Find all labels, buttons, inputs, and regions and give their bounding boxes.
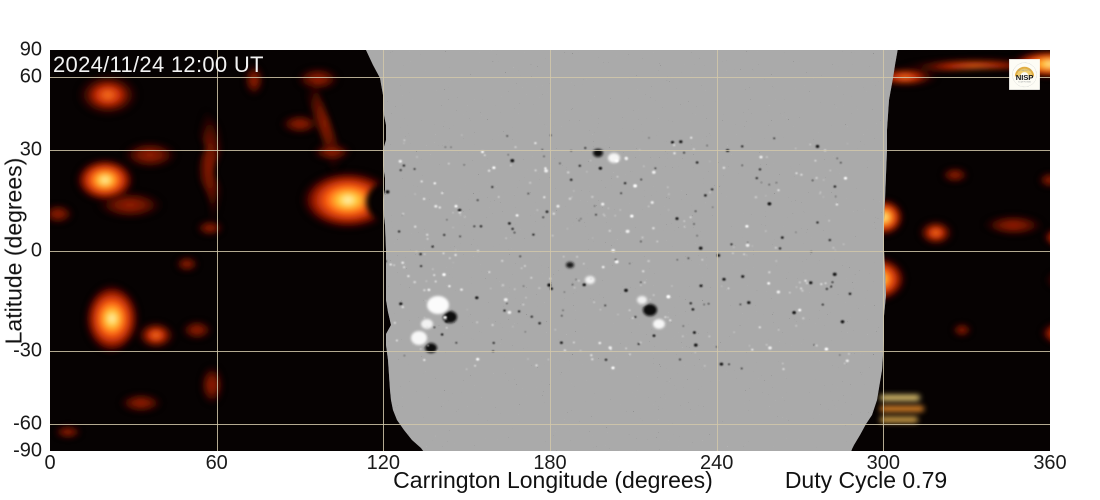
svg-text:NISP: NISP: [1016, 73, 1033, 82]
